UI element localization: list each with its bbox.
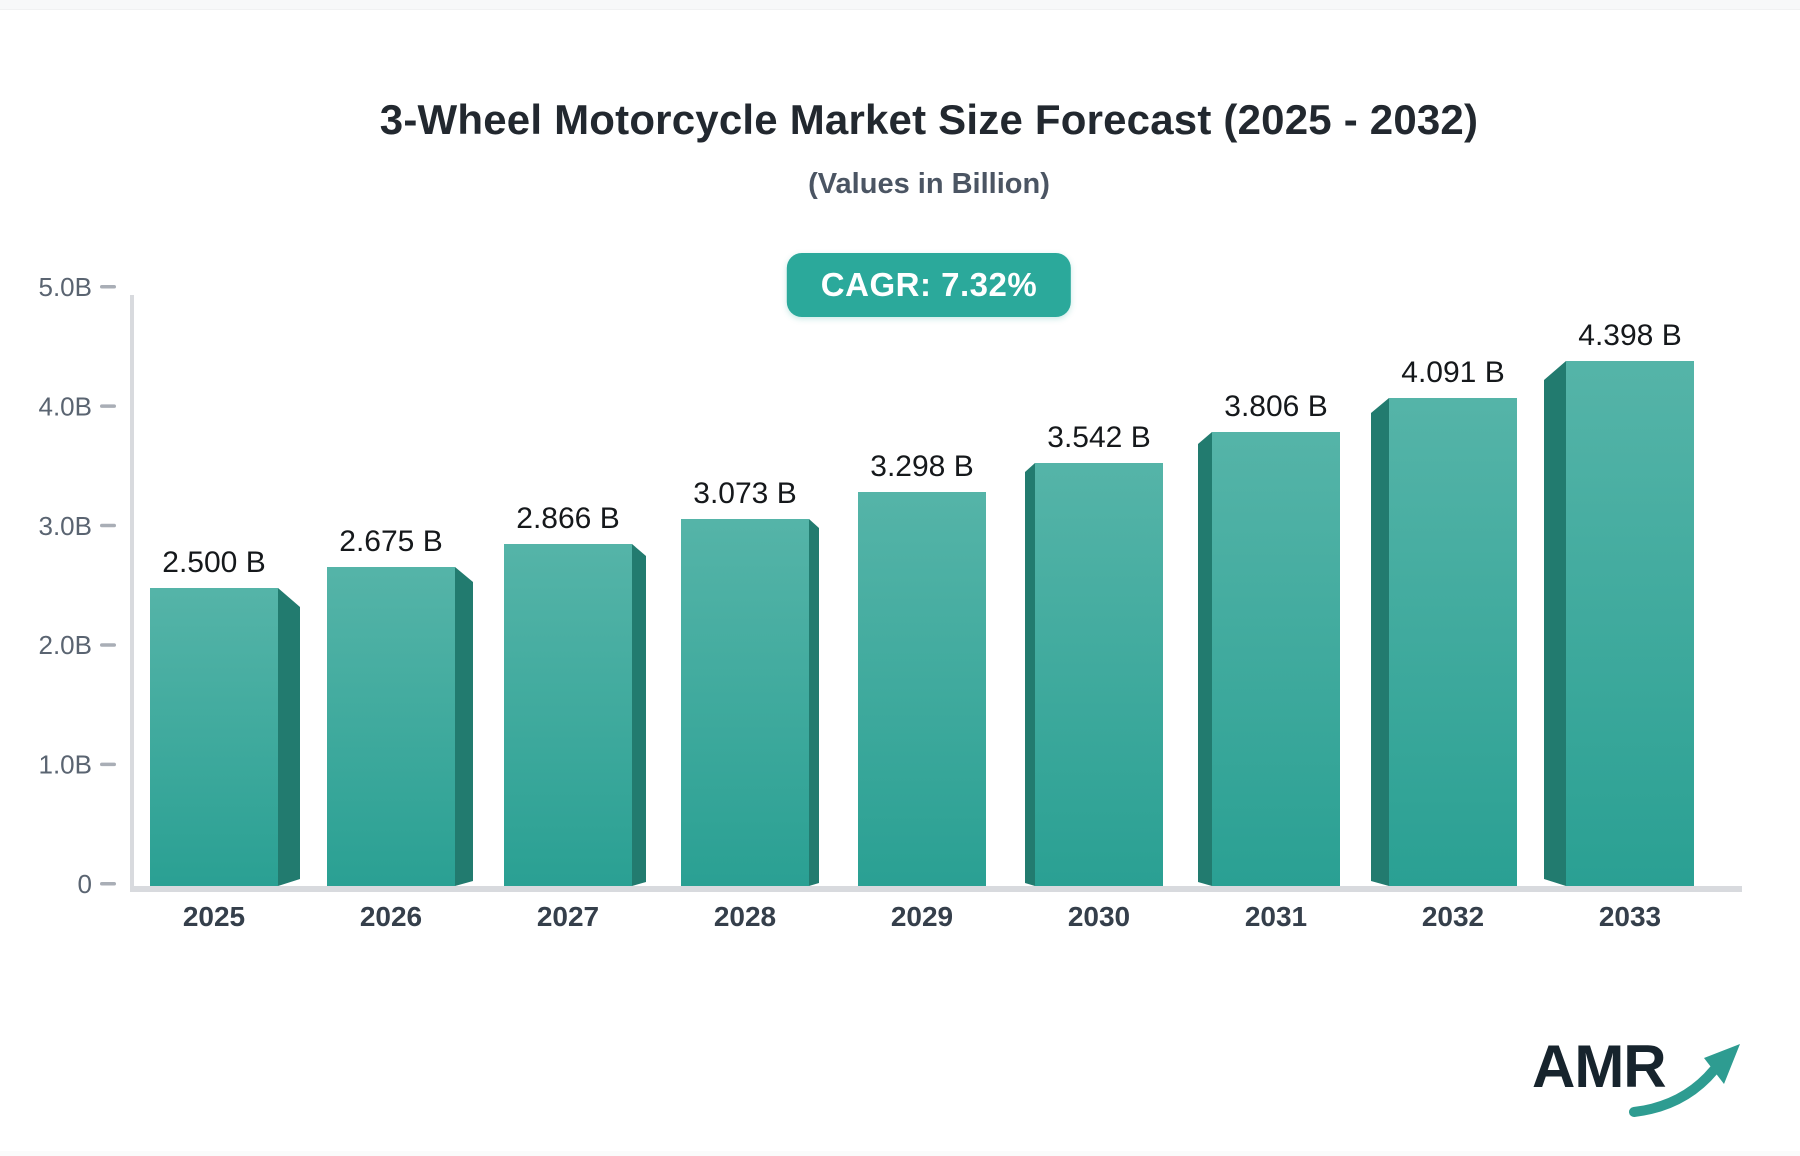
bar-front-face[interactable] xyxy=(1566,361,1694,886)
cagr-badge: CAGR: 7.32% xyxy=(786,253,1072,317)
x-axis-label: 2029 xyxy=(891,901,953,932)
amr-logo-text: AMR xyxy=(1532,1033,1667,1100)
bar-2028[interactable]: 3.073 B 2028 xyxy=(681,477,819,932)
bar-side-face xyxy=(809,519,819,886)
bar-front-face[interactable] xyxy=(1212,432,1340,886)
cagr-badge-label: CAGR: 7.32% xyxy=(820,266,1038,303)
chart-subtitle: (Values in Billion) xyxy=(808,168,1050,200)
window-top-edge xyxy=(0,0,1800,10)
bar-front-face[interactable] xyxy=(681,519,809,886)
bar-front-face[interactable] xyxy=(1389,398,1517,886)
x-axis-label: 2027 xyxy=(537,901,599,932)
bar-front-face[interactable] xyxy=(504,544,632,886)
x-axis-label: 2028 xyxy=(714,901,776,932)
bar-front-face[interactable] xyxy=(150,588,278,886)
x-axis-label: 2031 xyxy=(1245,901,1307,932)
bar-side-face xyxy=(278,588,300,886)
bar-front-face[interactable] xyxy=(1035,463,1163,886)
x-axis-baseline xyxy=(130,886,1742,892)
bar-value-label: 2.866 B xyxy=(516,502,619,535)
x-axis-label: 2030 xyxy=(1068,901,1130,932)
window-bottom-edge xyxy=(0,1151,1800,1156)
y-axis-label: 0 xyxy=(78,869,92,899)
bar-value-label: 3.298 B xyxy=(870,450,973,483)
bar-value-label: 4.398 B xyxy=(1578,319,1681,352)
x-axis-label: 2032 xyxy=(1422,901,1484,932)
amr-logo: AMR xyxy=(1532,1032,1772,1122)
bar-side-face xyxy=(1371,398,1389,886)
y-axis-tick xyxy=(100,643,116,647)
y-axis-label: 4.0B xyxy=(39,391,93,421)
bar-value-label: 2.675 B xyxy=(339,525,442,558)
bar-side-face xyxy=(1198,432,1212,886)
bar-front-face[interactable] xyxy=(858,492,986,886)
bar-value-label: 2.500 B xyxy=(162,546,265,579)
bar-value-label: 4.091 B xyxy=(1401,356,1504,389)
y-axis-label: 1.0B xyxy=(39,750,93,780)
x-axis-label: 2026 xyxy=(360,901,422,932)
y-axis-line xyxy=(130,295,134,886)
y-axis-tick xyxy=(100,404,116,408)
trending-up-arrow-icon xyxy=(1629,1044,1740,1117)
bar-2027[interactable]: 2.866 B 2027 xyxy=(504,502,646,932)
chart-title: 3-Wheel Motorcycle Market Size Forecast … xyxy=(379,96,1479,143)
bar-2030[interactable]: 3.542 B 2030 xyxy=(1025,421,1163,932)
y-axis-tick xyxy=(100,882,116,886)
bar-value-label: 3.073 B xyxy=(693,477,796,510)
y-axis-tick xyxy=(100,762,116,767)
x-axis-label: 2025 xyxy=(183,901,245,932)
y-axis-tick xyxy=(100,523,116,528)
y-axis-tick xyxy=(100,285,116,289)
bar-side-face xyxy=(1544,361,1566,886)
bar-side-face xyxy=(632,544,646,886)
y-axis-label: 3.0B xyxy=(39,511,93,541)
bar-2032[interactable]: 4.091 B 2032 xyxy=(1371,356,1517,932)
bar-value-label: 3.542 B xyxy=(1047,421,1150,454)
bar-2026[interactable]: 2.675 B 2026 xyxy=(327,525,473,932)
bar-2033[interactable]: 4.398 B 2033 xyxy=(1544,319,1694,932)
bar-2025[interactable]: 2.500 B 2025 xyxy=(150,546,300,932)
bar-side-face xyxy=(1025,463,1035,886)
y-axis-label: 5.0B xyxy=(39,272,93,302)
bar-2029[interactable]: 3.298 B 2029 xyxy=(858,450,986,932)
y-axis-label: 2.0B xyxy=(39,630,93,660)
bar-front-face[interactable] xyxy=(327,567,455,886)
bar-side-face xyxy=(455,567,473,886)
bar-value-label: 3.806 B xyxy=(1224,390,1327,423)
x-axis-label: 2033 xyxy=(1599,901,1661,932)
bar-2031[interactable]: 3.806 B 2031 xyxy=(1198,390,1340,932)
